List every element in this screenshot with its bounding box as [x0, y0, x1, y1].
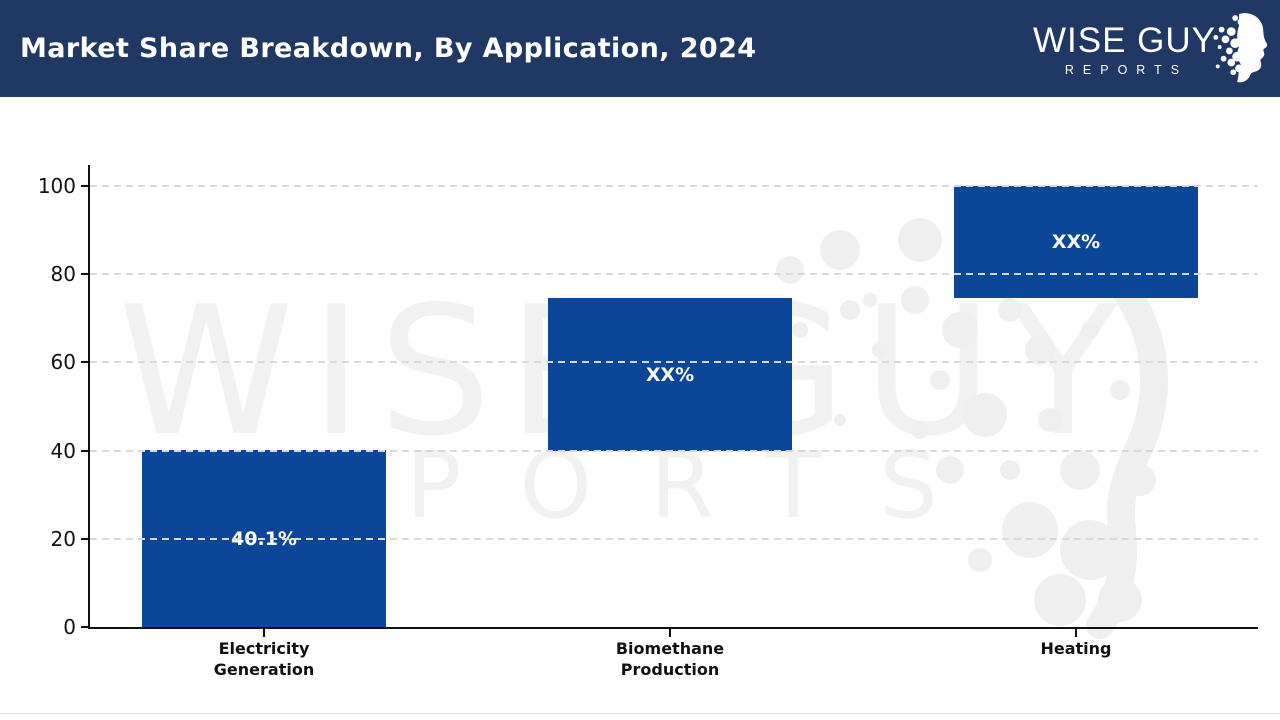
y-tick-40 — [81, 450, 90, 452]
x-axis-line — [88, 627, 1258, 629]
bar-3: XX% — [954, 186, 1198, 298]
wise-guy-reports-logo: WISE GUY REPORTS — [1033, 8, 1270, 90]
x-tick-2 — [669, 629, 671, 637]
y-axis-line — [88, 165, 90, 629]
x-tick-1 — [263, 629, 265, 637]
y-tick-label-60: 60 — [50, 350, 76, 374]
bar-value-label: XX% — [645, 363, 695, 386]
watermark-dotted-head — [776, 218, 1168, 639]
dotted-head-icon — [1213, 13, 1268, 83]
y-tick-100 — [81, 185, 90, 187]
bar-value-label: XX% — [1051, 231, 1101, 253]
y-tick-60 — [81, 361, 90, 363]
category-label-2: Biomethane Production — [615, 639, 725, 679]
gridline-80 — [90, 273, 1258, 275]
category-label-1: Electricity Generation — [213, 639, 315, 679]
y-tick-label-80: 80 — [50, 262, 76, 286]
y-tick-label-20: 20 — [50, 527, 76, 551]
category-label-3: Heating — [1040, 639, 1112, 658]
bottom-divider — [0, 713, 1280, 714]
y-tick-0 — [81, 626, 90, 628]
logo-wordmark: WISE GUY — [1032, 20, 1216, 60]
gridline-60 — [90, 361, 1258, 363]
y-tick-label-40: 40 — [50, 439, 76, 463]
y-tick-80 — [81, 273, 90, 275]
chart-title: Market Share Breakdown, By Application, … — [20, 33, 757, 64]
bar-2: XX% — [548, 298, 792, 451]
gridline-100 — [90, 185, 1258, 187]
header-bar: Market Share Breakdown, By Application, … — [0, 0, 1280, 97]
y-tick-label-100: 100 — [37, 174, 76, 198]
x-tick-3 — [1075, 629, 1077, 637]
gridline-20 — [90, 538, 1258, 540]
logo-text: WISE GUY REPORTS — [1032, 20, 1216, 77]
y-tick-20 — [81, 538, 90, 540]
logo-subtext: REPORTS — [1064, 62, 1189, 77]
gridline-40 — [90, 450, 1258, 452]
y-tick-label-0: 0 — [63, 615, 76, 639]
